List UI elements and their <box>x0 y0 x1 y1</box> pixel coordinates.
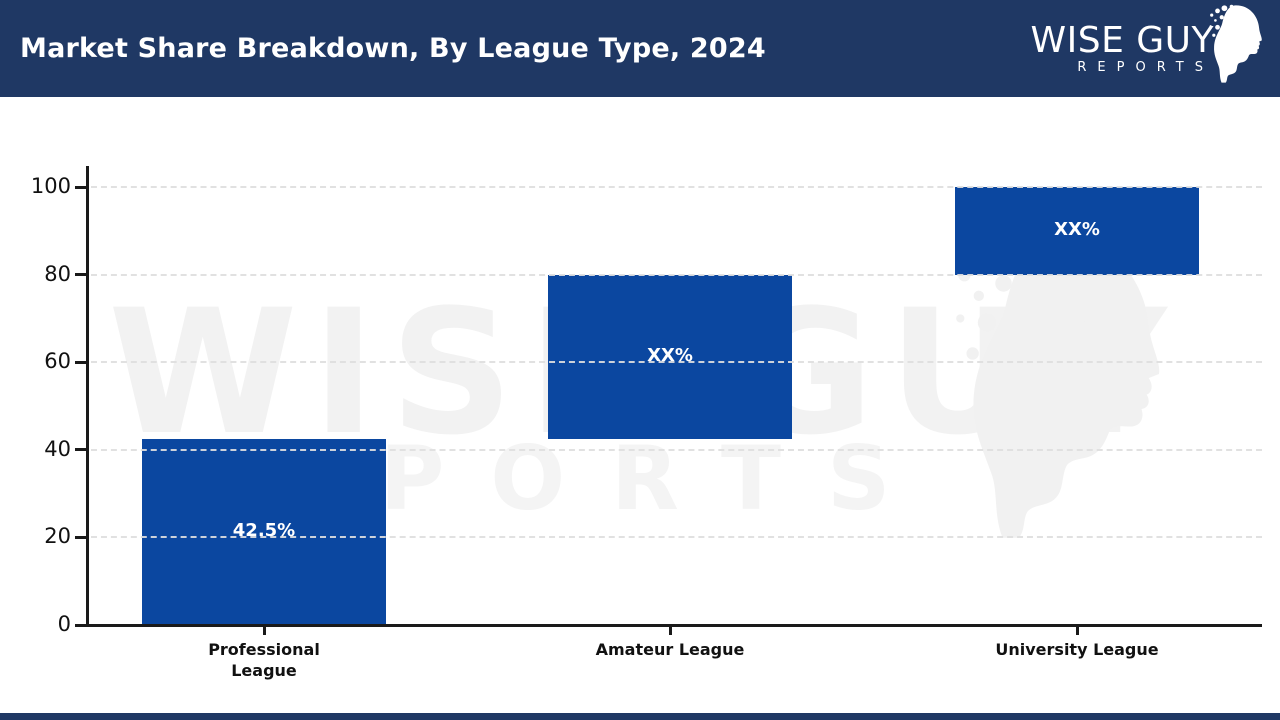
ytick-100 <box>75 185 87 189</box>
xtick-label-university-league: University League <box>995 640 1159 659</box>
ytick-label-40: 40 <box>44 436 71 461</box>
ytick-40 <box>75 448 87 452</box>
bar-label-amateur-league: XX% <box>647 344 693 366</box>
gridline-80 <box>91 273 1262 276</box>
ytick-60 <box>75 360 87 364</box>
chart-area: WISE GUY REPORTS 0 20 40 60 80 100 42. <box>0 97 1280 713</box>
xtick-university-league <box>1075 626 1079 635</box>
logo-name: WISE GUY <box>1030 19 1214 61</box>
footer-bar <box>0 713 1280 720</box>
ytick-label-20: 20 <box>44 524 71 549</box>
xtick-professional-league <box>262 626 266 635</box>
ytick-label-80: 80 <box>44 261 71 286</box>
ytick-80 <box>75 273 87 277</box>
xtick-label-professional-league: Professional League <box>208 640 320 680</box>
logo-text: WISE GUY REPORTS <box>1030 19 1215 76</box>
logo-sub: REPORTS <box>1077 60 1214 76</box>
xtick-amateur-league <box>668 626 672 635</box>
gridline-20 <box>91 536 1262 539</box>
ytick-20 <box>75 535 87 539</box>
chart-title: Market Share Breakdown, By League Type, … <box>20 33 766 64</box>
gridline-60 <box>91 361 1262 364</box>
ytick-label-0: 0 <box>57 612 71 636</box>
gridline-40 <box>91 448 1262 451</box>
wiseguy-head-icon <box>1209 4 1262 83</box>
bar-amateur-league <box>548 274 792 439</box>
x-axis <box>83 624 1262 627</box>
header-bar: Market Share Breakdown, By League Type, … <box>0 0 1280 97</box>
ytick-label-60: 60 <box>44 349 71 374</box>
bar-university-league <box>955 187 1199 275</box>
wiseguy-logo: WISE GUY REPORTS <box>1031 4 1267 94</box>
bar-professional-league <box>142 438 386 625</box>
ytick-0 <box>75 623 87 627</box>
ytick-label-100: 100 <box>30 174 71 198</box>
bar-label-professional-league: 42.5% <box>232 519 296 541</box>
bar-label-university-league: XX% <box>1054 218 1100 240</box>
watermark-head-icon <box>956 235 1160 538</box>
xtick-label-amateur-league: Amateur League <box>595 640 745 659</box>
gridline-100 <box>91 186 1262 188</box>
y-axis <box>86 166 89 627</box>
